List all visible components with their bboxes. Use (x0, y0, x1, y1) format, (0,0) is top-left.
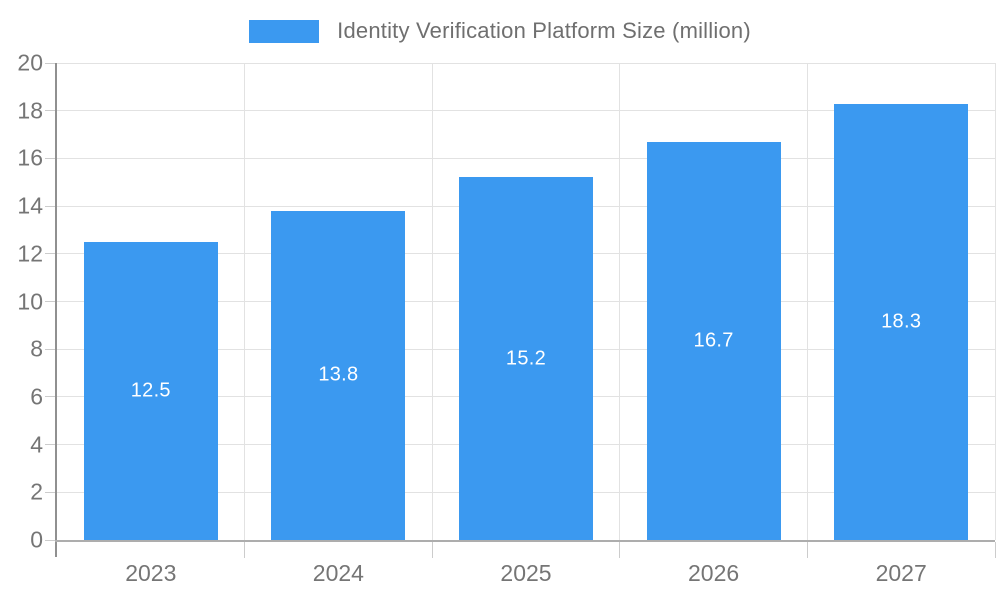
y-gridline (57, 110, 995, 112)
bar[interactable] (459, 177, 593, 540)
bar[interactable] (271, 210, 406, 540)
x-gridline (431, 63, 433, 540)
bar-value-label: 13.8 (318, 363, 359, 386)
y-axis-line (55, 63, 57, 557)
y-axis-tick (45, 253, 57, 255)
y-tick-label: 10 (17, 288, 43, 314)
x-tick-label: 2023 (125, 560, 177, 586)
bar-value-label: 12.5 (130, 379, 171, 402)
bar[interactable] (834, 103, 969, 540)
y-tick-label: 4 (30, 431, 43, 458)
y-tick-label: 8 (30, 335, 43, 362)
y-tick-label: 20 (17, 49, 43, 76)
y-axis-tick (45, 301, 57, 302)
x-axis-tick (994, 542, 996, 558)
y-tick-label: 18 (17, 97, 43, 124)
y-axis-tick (45, 348, 57, 350)
x-axis-tick (244, 542, 246, 558)
x-axis-line (55, 540, 995, 542)
y-tick-label: 14 (17, 192, 43, 219)
x-gridline (994, 63, 996, 540)
y-axis-tick (45, 157, 57, 159)
y-gridline (57, 62, 995, 64)
x-tick-label: 2024 (312, 560, 364, 586)
y-axis-tick (45, 62, 57, 64)
y-tick-label: 6 (30, 383, 43, 410)
bar[interactable] (83, 241, 218, 540)
bar-value-label: 15.2 (505, 347, 547, 370)
y-axis-tick (45, 110, 57, 112)
x-gridline (244, 63, 246, 540)
y-axis-tick (45, 491, 57, 493)
bar-value-label: 16.7 (693, 329, 734, 352)
x-axis-tick (806, 542, 808, 558)
legend-label: Identity Verification Platform Size (mil… (337, 18, 751, 43)
y-tick-label: 16 (17, 144, 43, 171)
x-axis-tick (431, 542, 433, 558)
bar[interactable] (646, 141, 781, 540)
y-tick-label: 0 (30, 526, 43, 553)
x-axis-tick (619, 542, 621, 558)
bar-value-label: 18.3 (881, 310, 922, 333)
legend-swatch[interactable] (249, 19, 320, 43)
y-tick-label: 12 (17, 240, 43, 267)
plot-area: 12.5 13.8 15.2 16.7 18.3 0 2 4 6 8 10 12 14 16 18 20 20… (17, 51, 996, 586)
y-axis-tick (45, 396, 57, 398)
x-gridline (619, 63, 621, 540)
chart-legend[interactable]: Identity Verification Platform Size (mil… (0, 18, 1000, 44)
x-tick-label: 2026 (688, 560, 740, 586)
x-gridline (806, 63, 808, 540)
y-axis-tick (45, 539, 57, 541)
x-tick-label: 2027 (875, 560, 927, 586)
x-tick-label: 2025 (500, 560, 552, 586)
y-tick-label: 2 (30, 478, 43, 505)
y-axis-tick (45, 205, 57, 207)
y-axis-tick (45, 444, 57, 446)
y-gridline (57, 157, 995, 159)
